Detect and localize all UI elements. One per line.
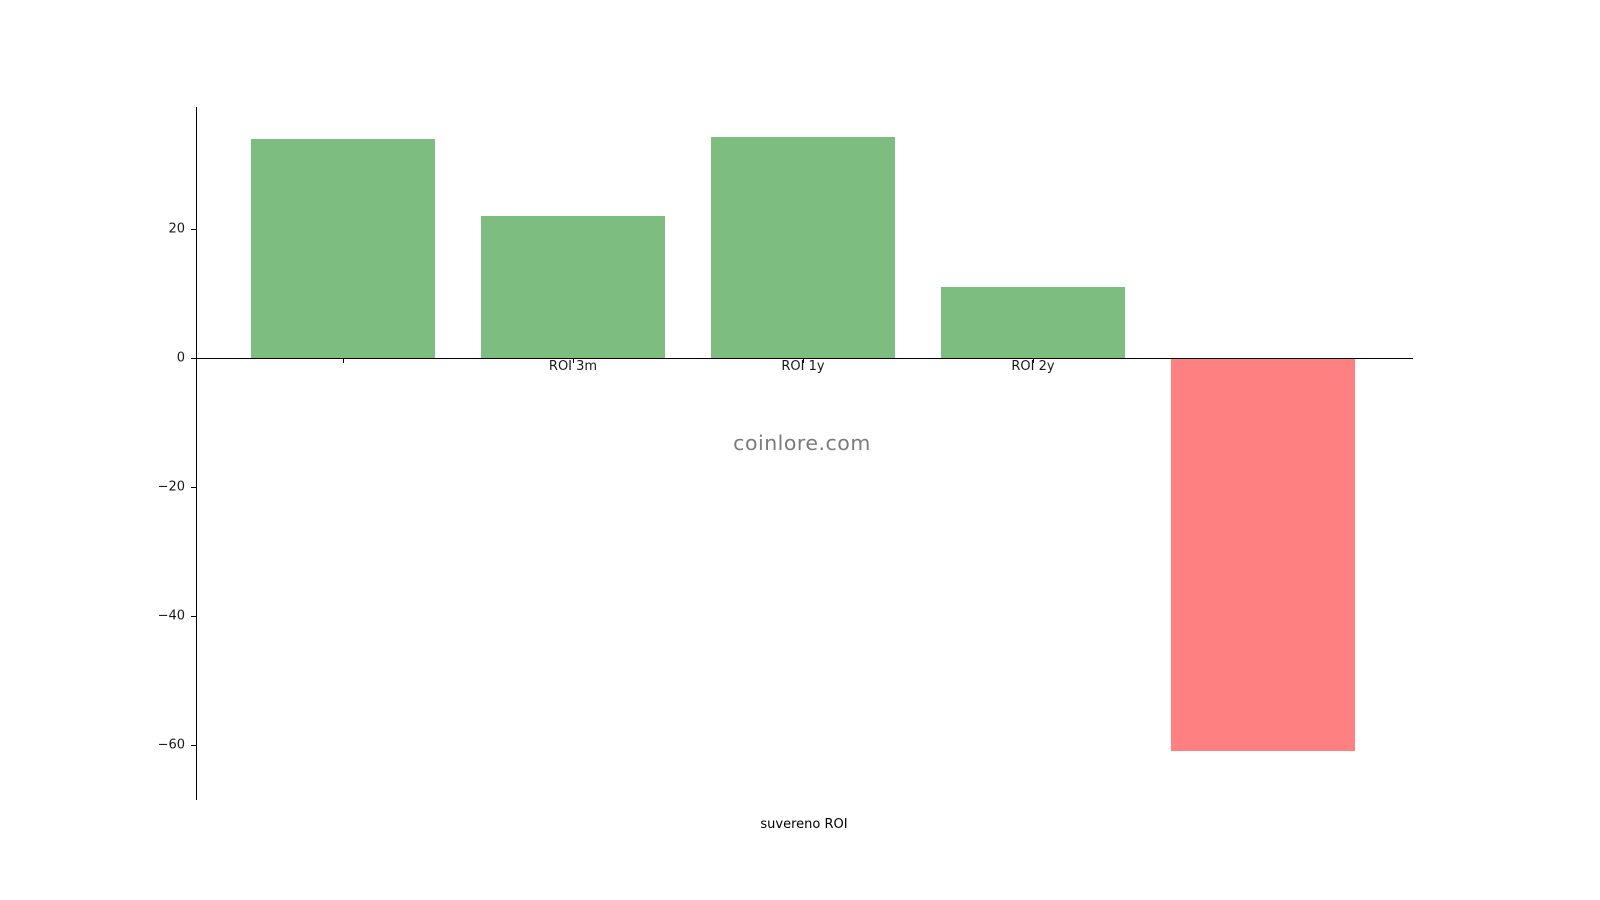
x-tick-mark	[342, 358, 344, 363]
y-tick-label: −40	[157, 608, 185, 624]
chart-xlabel: suvereno ROI	[760, 817, 848, 832]
bar-roi-2y	[941, 287, 1125, 358]
x-axis-line	[196, 357, 1413, 359]
x-tick-label: ROI 3m	[548, 359, 598, 374]
y-tick-mark	[191, 228, 196, 230]
bar-roi-3m	[481, 216, 665, 358]
y-tick-mark	[191, 486, 196, 488]
y-tick-label: −60	[157, 737, 185, 753]
bar-1	[251, 138, 435, 358]
bar-5	[1171, 358, 1355, 752]
y-tick-label: 20	[168, 221, 185, 237]
x-tick-mark	[1032, 358, 1034, 363]
y-tick-label: −20	[157, 479, 185, 495]
y-axis-line	[196, 107, 197, 800]
y-tick-mark	[191, 357, 196, 359]
y-tick-mark	[191, 744, 196, 746]
x-tick-label: ROI 2y	[1011, 359, 1055, 374]
x-tick-mark	[572, 358, 574, 363]
x-tick-label: ROI 1y	[781, 359, 825, 374]
x-tick-mark	[802, 358, 804, 363]
y-tick-label: 0	[176, 350, 185, 366]
y-tick-mark	[191, 615, 196, 617]
bar-roi-1y	[711, 136, 895, 358]
watermark: coinlore.com	[733, 431, 871, 455]
